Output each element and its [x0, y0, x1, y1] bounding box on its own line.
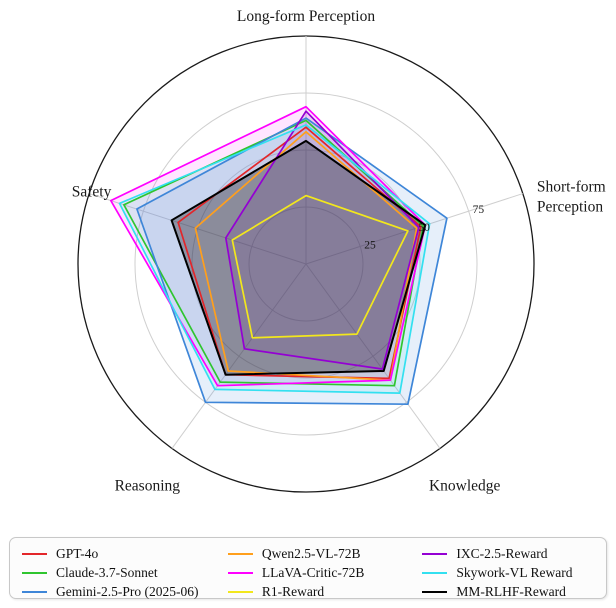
series-fill-qwen2-5-vl-72b	[195, 131, 417, 381]
series-line-mm-rlhf-reward	[170, 139, 427, 376]
legend-item-skywork-vl-reward: Skywork-VL Reward	[422, 565, 594, 581]
radar-chart-svg: 25 50 75 Long-form Perception Short-form Perc…	[72, 8, 606, 494]
axis-spoke-knowledge	[305, 263, 441, 449]
legend-item-mm-rlhf-reward: MM-RLHF-Reward	[422, 584, 594, 600]
legend-swatch	[22, 552, 47, 555]
radar-chart: 25 50 75 Long-form Perception Short-form Perc…	[72, 8, 606, 494]
legend-item-qwen2-5-vl-72b: Qwen2.5-VL-72B	[227, 545, 422, 562]
legend-item-gemini-2-5-pro-2025-06: Gemini-2.5-Pro (2025-06)	[22, 584, 228, 600]
legend-label: Gemini-2.5-Pro (2025-06)	[56, 583, 199, 599]
series-line-qwen2-5-vl-72b	[194, 130, 418, 382]
axis-spoke-safety	[89, 193, 307, 265]
legend-item-llava-critic-72b: LLaVA-Critic-72B	[227, 564, 422, 581]
legend-item-gpt-4o: GPT-4o	[22, 546, 228, 562]
axis-label-long-form-perception: Long-form Perception	[237, 8, 375, 25]
legend-label: Qwen2.5-VL-72B	[261, 545, 361, 561]
legend-label: LLaVA-Critic-72B	[261, 564, 365, 580]
legend-swatch	[227, 590, 253, 593]
series-fill-gemini-2-5-pro-2025-06	[136, 118, 447, 405]
legend-label: Claude-3.7-Sonnet	[56, 564, 158, 580]
legend-swatch	[227, 552, 253, 555]
series-fill-mm-rlhf-reward	[171, 140, 426, 375]
legend-swatch	[227, 571, 253, 574]
axis-label-reasoning: Reasoning	[115, 477, 181, 494]
axis-spoke-short-form-perception	[305, 193, 523, 265]
r-tick-label-25: 25	[364, 239, 376, 251]
axis-label-safety: Safety	[72, 183, 112, 200]
legend-swatch	[422, 552, 448, 555]
legend-item-ixc-2-5-reward: IXC-2.5-Reward	[422, 546, 594, 562]
legend-item-r1-reward: R1-Reward	[227, 583, 422, 600]
series-line-r1-reward	[231, 194, 409, 339]
axis-label-knowledge: Knowledge	[429, 477, 501, 494]
legend-swatch	[422, 571, 448, 574]
series-line-gemini-2-5-pro-2025-06	[136, 117, 448, 406]
legend-label: R1-Reward	[261, 583, 325, 599]
axis-label-short-form-perception: Short-form Perception	[537, 179, 606, 216]
series-fill-claude-3-7-sonnet	[123, 120, 424, 386]
legend-label: GPT-4o	[56, 545, 99, 561]
series-line-skywork-vl-reward	[118, 124, 431, 394]
legend-label: IXC-2.5-Reward	[456, 545, 548, 561]
legend-swatch	[22, 590, 47, 593]
legend: GPT-4o Qwen2.5-VL-72B IXC-2.5-Reward Claude…	[9, 537, 607, 599]
series-fill-llava-critic-72b	[110, 106, 426, 386]
legend-swatch	[422, 590, 448, 593]
legend-label: Skywork-VL Reward	[456, 564, 573, 580]
r-tick-label-50: 50	[418, 222, 430, 234]
r-tick-label-75: 75	[473, 204, 485, 216]
series-fill-skywork-vl-reward	[119, 124, 430, 394]
legend-swatch	[22, 571, 47, 574]
legend-item-claude-3-7-sonnet: Claude-3.7-Sonnet	[22, 565, 228, 581]
series-line-claude-3-7-sonnet	[123, 119, 424, 387]
legend-label: MM-RLHF-Reward	[456, 583, 566, 599]
axis-spoke-reasoning	[171, 263, 307, 449]
